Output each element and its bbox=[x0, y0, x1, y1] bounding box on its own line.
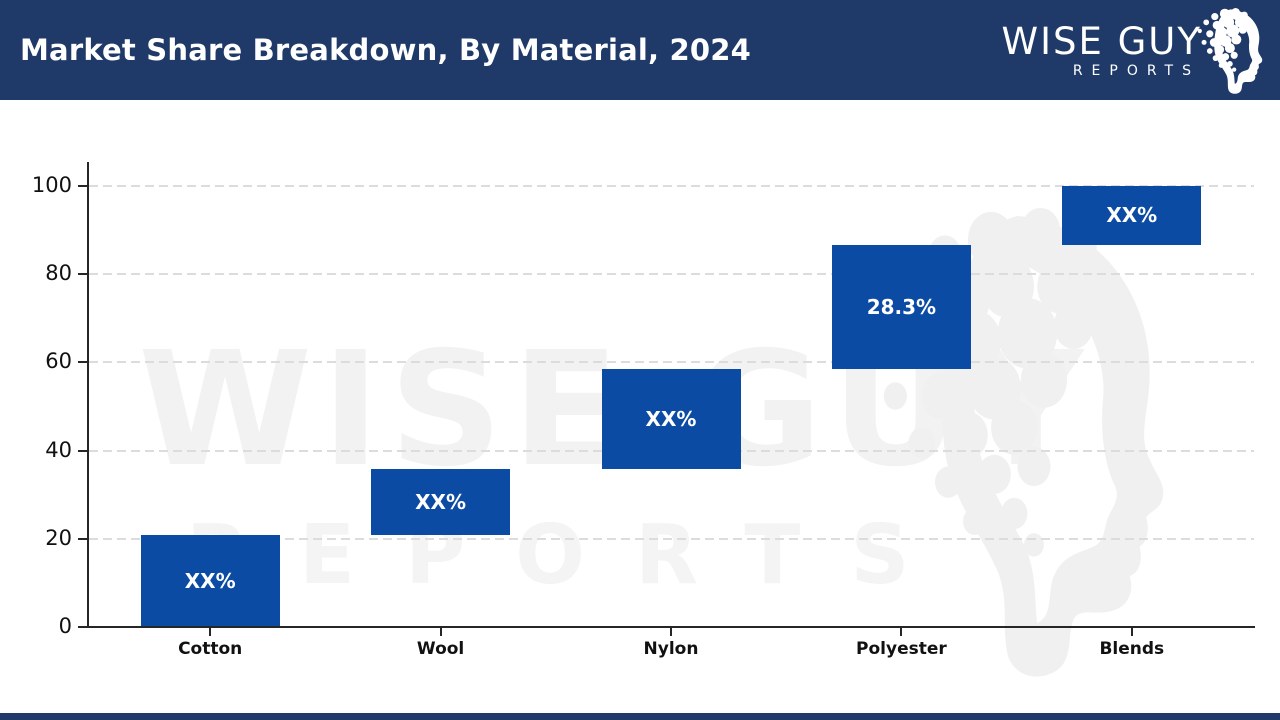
x-tick-wool bbox=[439, 628, 442, 636]
gridline-y-100 bbox=[89, 185, 1254, 187]
bar-nylon: XX% bbox=[601, 369, 741, 469]
x-axis-line bbox=[87, 626, 1255, 628]
y-tick-label: 20 bbox=[45, 525, 72, 550]
bar-cotton: XX% bbox=[140, 534, 280, 627]
y-tick-60 bbox=[78, 361, 87, 364]
bar-value-label: 28.3% bbox=[866, 295, 937, 320]
y-tick-80 bbox=[78, 273, 87, 276]
x-category-label: Nylon bbox=[643, 639, 699, 659]
x-category-label: Cotton bbox=[178, 639, 243, 659]
bar-wool: XX% bbox=[371, 468, 511, 535]
logo-text: WISE GUY REPORTS bbox=[1001, 20, 1202, 79]
waterfall-chart: WISE GUY REPORTS 0 20 40 60 80 100 XX% Cotton XX… bbox=[0, 100, 1280, 713]
bar-value-label: XX% bbox=[1106, 203, 1158, 228]
x-tick-blends bbox=[1130, 628, 1133, 636]
logo-subtitle: REPORTS bbox=[1072, 62, 1200, 79]
y-tick-label: 100 bbox=[31, 173, 72, 197]
y-tick-100 bbox=[78, 185, 87, 187]
y-axis-line bbox=[87, 162, 89, 628]
footer-bar bbox=[0, 713, 1280, 720]
x-category-label: Polyester bbox=[856, 639, 947, 659]
x-tick-nylon bbox=[670, 628, 672, 636]
logo: WISE GUY REPORTS bbox=[1002, 8, 1266, 94]
gridline-y-80 bbox=[89, 273, 1254, 276]
header: Market Share Breakdown, By Material, 202… bbox=[0, 0, 1280, 100]
gridline-y-20 bbox=[89, 537, 1254, 540]
watermark-subtitle: REPORTS bbox=[186, 508, 960, 603]
y-tick-label: 0 bbox=[58, 614, 72, 638]
bar-value-label: XX% bbox=[415, 489, 467, 514]
page-title: Market Share Breakdown, By Material, 202… bbox=[20, 33, 752, 67]
x-category-label: Blends bbox=[1099, 639, 1165, 659]
bar-polyester: 28.3% bbox=[831, 244, 971, 370]
logo-wordmark: WISE GUY bbox=[1001, 20, 1202, 64]
x-category-label: Wool bbox=[416, 639, 465, 659]
y-tick-label: 40 bbox=[45, 437, 72, 462]
bar-value-label: XX% bbox=[184, 568, 236, 593]
y-tick-0 bbox=[78, 626, 87, 628]
y-tick-40 bbox=[78, 449, 87, 452]
bar-value-label: XX% bbox=[645, 407, 697, 432]
y-tick-label: 60 bbox=[45, 349, 72, 374]
x-tick-cotton bbox=[209, 628, 212, 636]
gridline-y-60 bbox=[89, 361, 1254, 364]
bar-blends: XX% bbox=[1062, 186, 1202, 245]
y-tick-label: 80 bbox=[45, 261, 72, 286]
x-tick-polyester bbox=[900, 628, 903, 636]
y-tick-20 bbox=[78, 537, 87, 540]
